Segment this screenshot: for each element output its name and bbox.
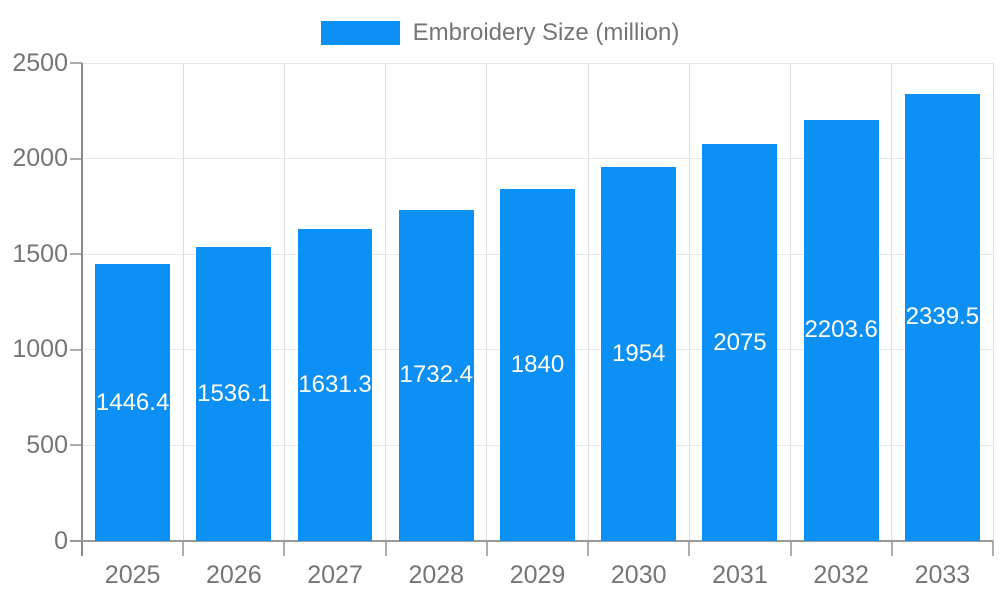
x-axis-label: 2025: [104, 561, 161, 589]
bar: 1631.3: [297, 229, 373, 541]
y-axis-tick: [70, 157, 82, 160]
bar-value-label: 1446.4: [95, 388, 170, 416]
y-axis-label: 1500: [12, 239, 68, 268]
x-axis-label: 2026: [206, 561, 262, 589]
bar-value-label: 1536.1: [197, 380, 271, 408]
x-axis-tick: [688, 541, 691, 556]
y-axis-label: 500: [26, 430, 68, 459]
legend-label[interactable]: Embroidery Size (million): [412, 19, 680, 46]
bar: 2075: [702, 144, 778, 541]
bar-value-label: 1732.4: [399, 361, 473, 389]
bar: 1536.1: [196, 247, 272, 541]
y-axis-line: [81, 63, 83, 556]
x-axis-tick: [485, 541, 488, 556]
bar-value-label: 2075: [713, 328, 767, 356]
y-axis-tick: [70, 444, 82, 447]
bar-value-label: 2203.6: [804, 316, 878, 344]
bar: 1954: [601, 167, 677, 541]
x-axis-label: 2029: [509, 561, 566, 589]
bar: 1446.4: [95, 264, 171, 541]
bar: 1732.4: [398, 209, 474, 541]
x-axis-label: 2032: [813, 561, 869, 589]
gridline-vertical: [790, 63, 792, 541]
y-axis-label: 0: [54, 526, 68, 555]
bar: 2339.5: [904, 93, 980, 541]
x-axis-label: 2031: [712, 561, 768, 589]
bar-value-label: 1954: [612, 340, 666, 368]
x-axis-tick: [890, 541, 893, 556]
x-axis-tick: [384, 541, 387, 556]
bar-value-label: 1840: [510, 351, 565, 379]
bar: 2203.6: [803, 119, 879, 541]
bar-value-label: 1631.3: [298, 371, 372, 399]
gridline-vertical: [182, 63, 184, 541]
bar: 1840: [500, 189, 575, 541]
legend[interactable]: Embroidery Size (million): [0, 15, 1000, 51]
gridline-vertical: [891, 63, 893, 541]
gridline-vertical: [688, 63, 690, 541]
y-axis-label: 2000: [12, 144, 68, 173]
x-axis-line: [70, 540, 993, 542]
x-axis-tick: [283, 541, 286, 556]
y-axis-tick: [70, 62, 82, 64]
y-axis-label: 1000: [12, 335, 68, 364]
y-axis-tick: [70, 348, 82, 351]
x-axis-tick: [182, 541, 185, 556]
gridline-vertical: [385, 63, 387, 541]
gridline-vertical: [283, 63, 285, 541]
gridline-horizontal: [82, 62, 993, 64]
y-axis-tick: [70, 253, 82, 256]
x-axis-label: 2028: [408, 561, 465, 589]
x-axis-label: 2033: [914, 561, 971, 589]
legend-swatch[interactable]: [320, 21, 400, 45]
x-axis-tick: [992, 541, 994, 556]
x-axis-tick: [789, 541, 792, 556]
gridline-vertical: [486, 63, 488, 541]
x-axis-tick: [587, 541, 590, 556]
y-axis-label: 2500: [12, 48, 68, 77]
x-axis-label: 2030: [610, 561, 667, 589]
bar-value-label: 2339.5: [905, 303, 980, 331]
gridline-vertical: [587, 63, 589, 541]
x-axis-label: 2027: [307, 561, 363, 589]
gridline-vertical: [992, 63, 994, 541]
